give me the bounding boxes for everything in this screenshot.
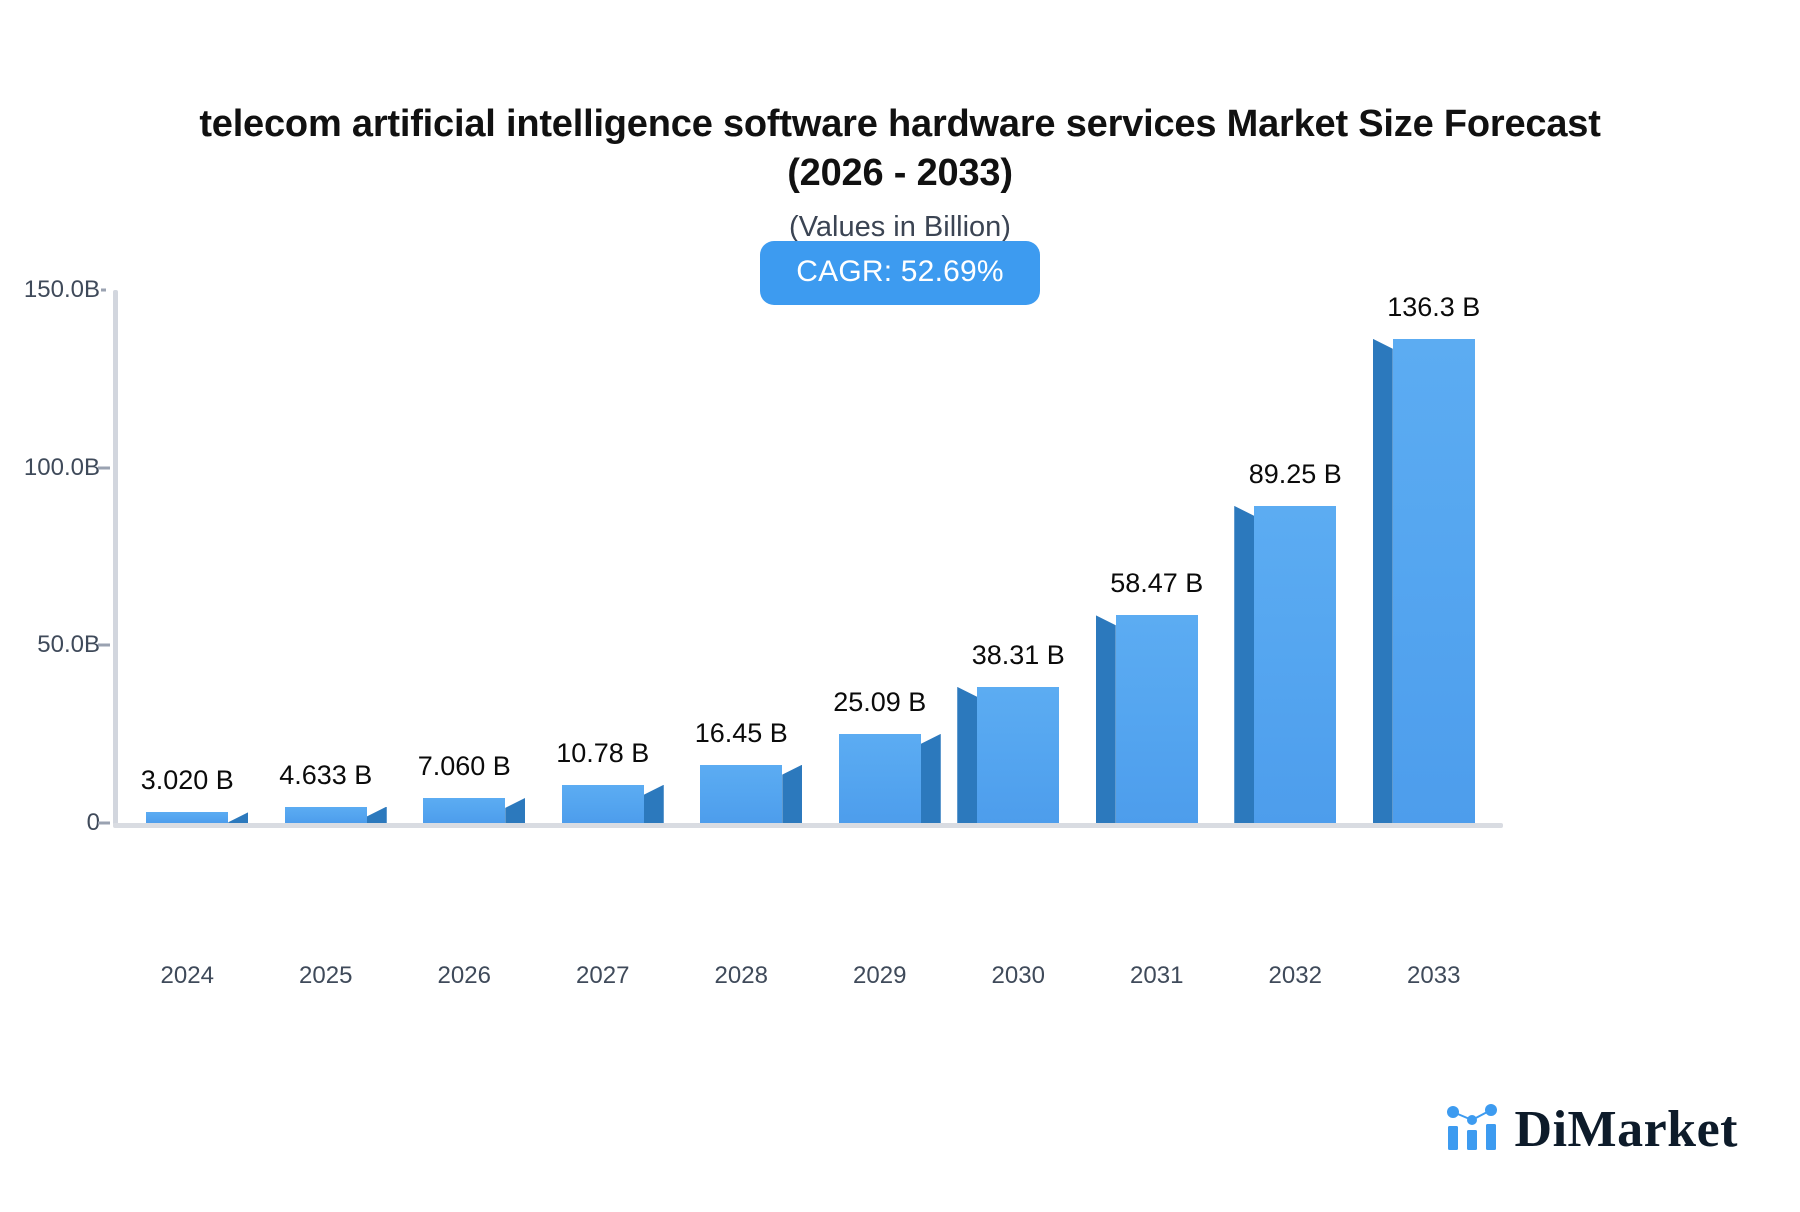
x-tick-label: 2028 — [714, 962, 768, 989]
brand-logo-text: DiMarket — [1514, 1100, 1738, 1158]
brand-logo: DiMarket — [1445, 1102, 1738, 1157]
bar-shape[interactable] — [284, 806, 387, 823]
bar-column[interactable]: 16.45 B — [695, 290, 803, 823]
bar-column[interactable]: 10.78 B — [556, 290, 664, 823]
bar-shape[interactable] — [1372, 338, 1475, 823]
bar-column[interactable]: 38.31 B — [957, 290, 1065, 823]
bar-value-label: 10.78 B — [556, 737, 650, 768]
x-tick-label: 2027 — [576, 962, 630, 989]
bar-shape[interactable] — [957, 686, 1060, 823]
y-tick-mark — [98, 466, 110, 470]
x-axis-line — [113, 823, 1503, 828]
plot-area: 0 50.0B 100.0B 150.0B 3.020 B 4.633 B 7.060 B… — [24, 276, 1503, 836]
bar-shape[interactable] — [561, 784, 664, 823]
cagr-badge: CAGR: 52.69% — [760, 241, 1040, 306]
bar-face[interactable] — [423, 797, 506, 823]
bar-face[interactable] — [700, 764, 783, 823]
bar-face[interactable] — [146, 812, 229, 823]
bar-column[interactable]: 4.633 B — [279, 290, 387, 823]
bar-3d-side — [505, 797, 526, 823]
bar-value-label: 16.45 B — [694, 717, 788, 748]
cagr-badge-container: CAGR: 52.69% — [0, 241, 1800, 306]
bar-value-label: 25.09 B — [833, 686, 927, 717]
bar-3d-side — [1234, 505, 1255, 823]
bar-face[interactable] — [561, 784, 644, 823]
bar-column[interactable]: 89.25 B — [1234, 290, 1342, 823]
bar-value-label: 38.31 B — [971, 639, 1065, 670]
x-tick-label: 2024 — [160, 962, 214, 989]
x-tick-label: 2029 — [853, 962, 907, 989]
bar-column[interactable]: 58.47 B — [1095, 290, 1203, 823]
bar-face[interactable] — [1254, 505, 1337, 823]
chart-header: telecom artificial intelligence software… — [0, 100, 1800, 306]
bar-column[interactable]: 25.09 B — [833, 290, 941, 823]
bar-column[interactable]: 3.020 B — [141, 290, 249, 823]
bar-face[interactable] — [838, 733, 921, 823]
y-tick-mark — [98, 643, 110, 647]
y-tick-label: 50.0B — [37, 631, 100, 659]
y-tick-label: 100.0B — [23, 453, 100, 481]
bar-column[interactable]: 136.3 B — [1372, 290, 1480, 823]
bar-3d-side — [957, 686, 978, 823]
chart-subtitle: (Values in Billion) — [789, 211, 1011, 244]
y-axis-line — [113, 290, 118, 825]
bar-value-label: 58.47 B — [1110, 568, 1204, 599]
bar-3d-side — [782, 764, 803, 823]
bar-shape[interactable] — [1234, 505, 1337, 823]
bar-3d-side — [1095, 615, 1116, 823]
bar-shape[interactable] — [838, 733, 941, 823]
bar-3d-side — [643, 784, 664, 823]
bar-face[interactable] — [1115, 615, 1198, 823]
y-tick-mark — [101, 288, 106, 292]
x-tick-label: 2025 — [299, 962, 353, 989]
x-tick-label: 2030 — [991, 962, 1045, 989]
bar-column[interactable]: 7.060 B — [418, 290, 526, 823]
chart-title: telecom artificial intelligence software… — [199, 103, 1601, 194]
bar-3d-side — [920, 733, 941, 823]
bar-3d-side — [1372, 338, 1393, 823]
bar-face[interactable] — [284, 806, 367, 823]
x-tick-label: 2033 — [1407, 962, 1461, 989]
bar-shape[interactable] — [1095, 615, 1198, 823]
bar-shape[interactable] — [423, 797, 526, 823]
bar-face[interactable] — [977, 686, 1060, 823]
bar-value-label: 7.060 B — [417, 750, 511, 781]
bar-3d-side — [366, 806, 387, 823]
bar-value-label: 3.020 B — [140, 765, 234, 796]
bar-series: 3.020 B 4.633 B 7.060 B 10.78 B 16.45 B 25.09… — [118, 290, 1503, 823]
y-tick-label: 150.0B — [23, 276, 100, 303]
x-tick-label: 2026 — [437, 962, 491, 989]
bar-value-label: 4.633 B — [279, 759, 373, 790]
bar-chart-dots-icon — [1445, 1102, 1501, 1157]
bar-value-label: 89.25 B — [1248, 458, 1342, 489]
x-axis-labels: 2024 2025 2026 2027 2028 2029 2030 2031 2032 2033 — [118, 962, 1503, 1002]
bar-face[interactable] — [1392, 338, 1475, 823]
y-tick-label: 0 — [86, 809, 100, 836]
bar-shape[interactable] — [146, 812, 249, 823]
x-tick-label: 2031 — [1130, 962, 1184, 989]
bar-shape[interactable] — [700, 764, 803, 823]
bar-3d-side — [228, 812, 249, 823]
x-tick-label: 2032 — [1268, 962, 1322, 989]
y-tick-mark — [98, 821, 110, 825]
bar-value-label: 136.3 B — [1387, 291, 1481, 322]
